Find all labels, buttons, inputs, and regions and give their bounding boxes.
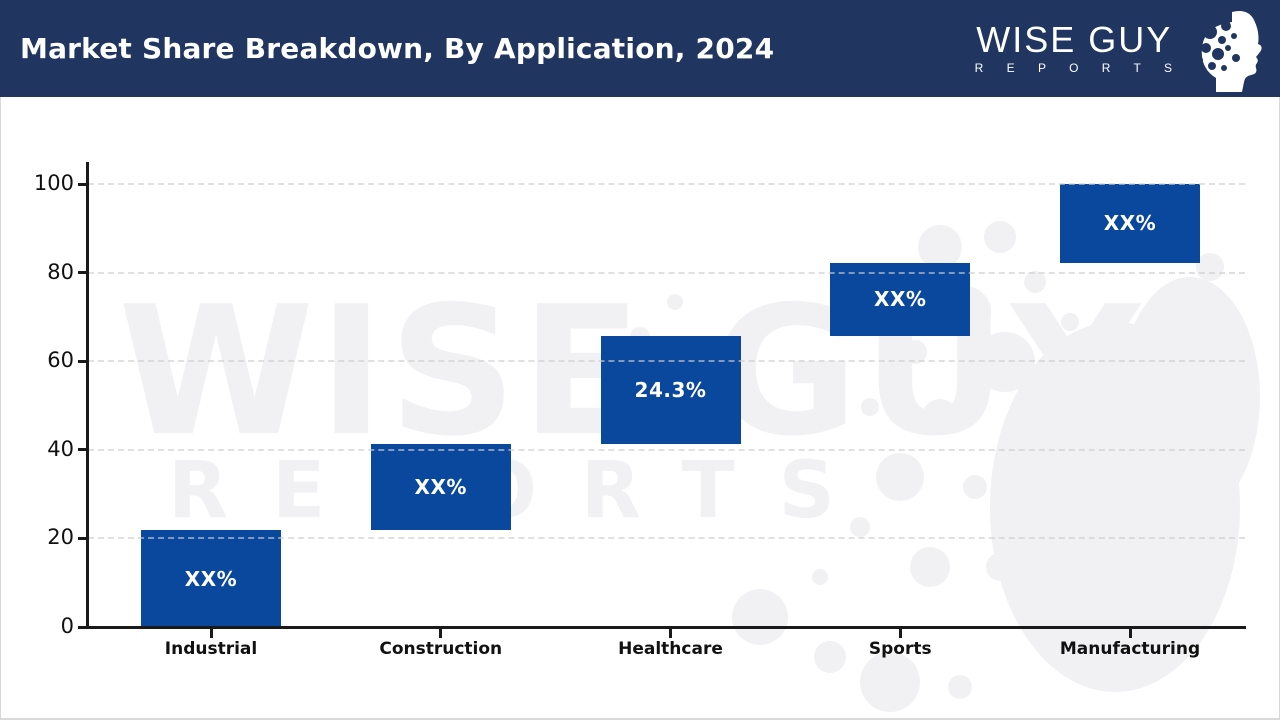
y-tick-label-80: 80 [47, 259, 74, 284]
y-tick-40 [78, 448, 87, 452]
y-axis-line [86, 162, 89, 628]
y-tick-0 [78, 625, 87, 629]
y-tick-label-60: 60 [47, 348, 74, 373]
y-tick-label-0: 0 [60, 614, 74, 638]
bar-value-label-healthcare: 24.3% [634, 377, 707, 402]
gridline-80 [88, 271, 1245, 274]
x-tick-sports [898, 629, 902, 638]
x-tick-industrial [209, 629, 213, 638]
gridline-60 [88, 360, 1245, 363]
brand-subname: R E P O R T S [974, 61, 1182, 75]
bar-sports: XX% [830, 262, 971, 336]
bar-manufacturing: XX% [1060, 184, 1200, 263]
category-label-manufacturing: Manufacturing [1059, 639, 1201, 659]
gridline-40 [88, 448, 1245, 451]
bar-healthcare: 24.3% [600, 335, 741, 444]
x-tick-manufacturing [1128, 629, 1132, 638]
y-tick-100 [78, 182, 87, 186]
bar-industrial: XX% [141, 530, 281, 627]
bar-value-label-construction: XX% [414, 475, 467, 499]
y-tick-label-100: 100 [33, 171, 74, 195]
page-title: Market Share Breakdown, By Application, … [20, 32, 775, 65]
bar-value-label-sports: XX% [874, 287, 927, 312]
brand-logo-text: WISE GUY R E P O R T S [967, 19, 1182, 76]
x-tick-healthcare [669, 629, 672, 638]
y-tick-label-40: 40 [47, 436, 74, 461]
y-tick-60 [78, 359, 87, 363]
y-tick-80 [78, 271, 87, 275]
bar-construction: XX% [370, 443, 511, 531]
y-tick-20 [78, 536, 87, 540]
category-label-industrial: Industrial [164, 639, 258, 659]
category-label-construction: Construction [379, 639, 503, 659]
gridline-100 [88, 183, 1245, 185]
head-profile-icon [1195, 10, 1262, 92]
x-tick-construction [439, 629, 443, 638]
bar-value-label-manufacturing: XX% [1103, 211, 1157, 236]
x-axis-line [86, 626, 1246, 629]
brand-logo: WISE GUY R E P O R T S [967, 6, 1262, 92]
gridline-20 [88, 537, 1245, 540]
header-bar: Market Share Breakdown, By Application, … [0, 0, 1280, 97]
bar-value-label-industrial: XX% [184, 566, 238, 591]
y-tick-label-20: 20 [47, 525, 74, 550]
brand-name: WISE GUY [976, 19, 1173, 60]
category-label-sports: Sports [868, 639, 932, 659]
category-label-healthcare: Healthcare [618, 639, 723, 659]
